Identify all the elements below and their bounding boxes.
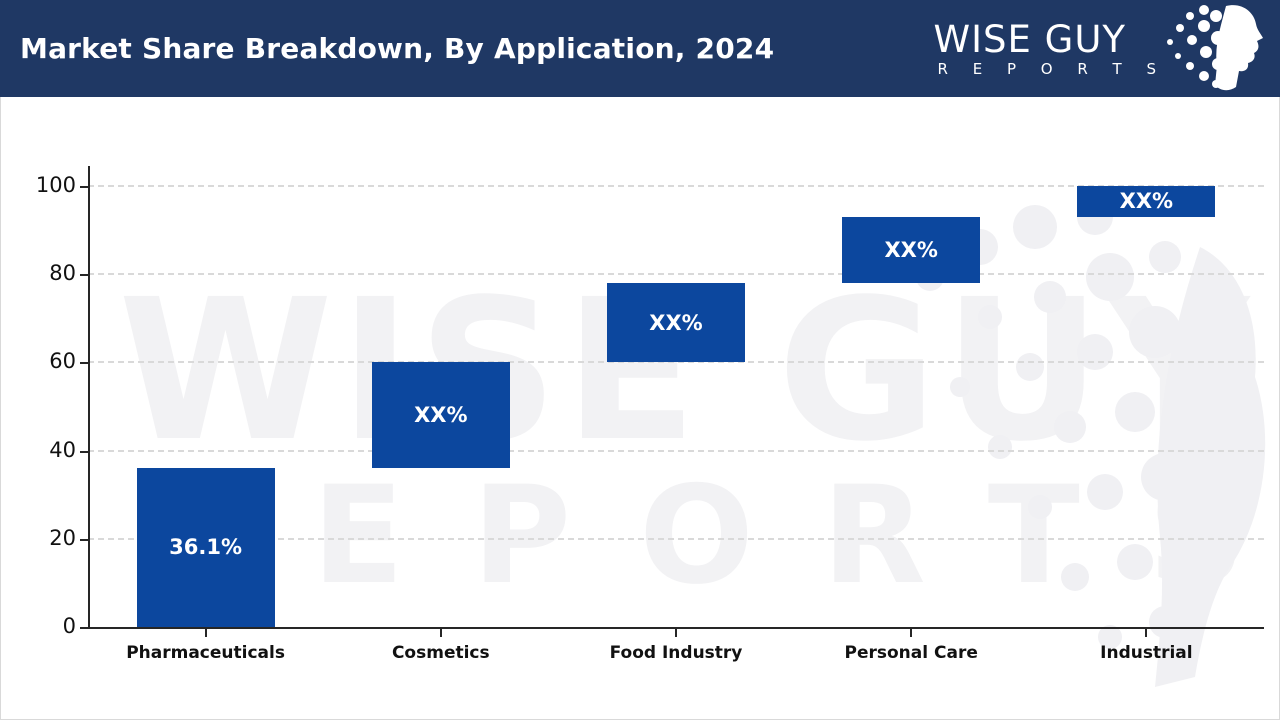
y-tick-mark: [80, 627, 88, 629]
bar: XX%: [1077, 186, 1216, 217]
bar: XX%: [371, 362, 510, 468]
x-tick-mark: [675, 629, 677, 637]
bar: XX%: [842, 216, 981, 283]
x-tick-mark: [1145, 629, 1148, 637]
watermark-subtitle: REPORTS: [140, 457, 1280, 614]
logo-text: WISE GUY R E P O R T S: [934, 21, 1166, 77]
x-tick-mark: [910, 629, 913, 637]
y-tick-mark: [80, 538, 88, 541]
bar-value-label: XX%: [1119, 189, 1174, 214]
chart-title: Market Share Breakdown, By Application, …: [20, 32, 775, 65]
logo-subtitle: R E P O R T S: [937, 59, 1166, 78]
x-category-label: Cosmetics: [391, 643, 490, 663]
gridline: [88, 537, 1264, 540]
x-category-label: Personal Care: [844, 643, 978, 663]
y-tick-label: 20: [49, 525, 76, 550]
x-tick-mark: [204, 629, 207, 637]
logo-face-icon: [1167, 4, 1263, 90]
y-tick-label: 40: [49, 437, 76, 462]
bar-value-label: XX%: [414, 403, 468, 428]
logo-wordmark: WISE GUY: [933, 17, 1127, 61]
wise-guy-logo: WISE GUY R E P O R T S: [934, 4, 1280, 94]
x-category-label: Pharmaceuticals: [126, 643, 285, 663]
y-tick-label: 100: [35, 173, 76, 197]
y-tick-mark: [80, 186, 88, 188]
y-tick-mark: [80, 450, 88, 453]
gridline: [88, 361, 1264, 364]
y-tick-label: 0: [62, 614, 76, 638]
bar-value-label: 36.1%: [169, 535, 243, 560]
y-tick-label: 60: [49, 349, 76, 374]
bar: XX%: [607, 283, 745, 363]
bar: 36.1%: [136, 467, 275, 627]
gridline: [88, 449, 1264, 452]
chart-area: WISE GUY REPORTS 0 20 40 60 80 100 36.1% Pharma…: [0, 97, 1280, 717]
y-tick-mark: [80, 274, 88, 277]
y-tick-mark: [80, 362, 88, 365]
header: Market Share Breakdown, By Application, …: [0, 0, 1280, 97]
x-axis: [88, 627, 1264, 629]
y-tick-label: 80: [49, 261, 76, 286]
gridline: [88, 185, 1264, 187]
y-axis: [88, 166, 90, 629]
bar-value-label: XX%: [884, 237, 938, 262]
x-tick-mark: [439, 629, 442, 637]
x-category-label: Industrial: [1100, 643, 1193, 663]
bar-value-label: XX%: [649, 310, 703, 335]
x-category-label: Food Industry: [609, 643, 743, 663]
gridline: [88, 273, 1264, 276]
